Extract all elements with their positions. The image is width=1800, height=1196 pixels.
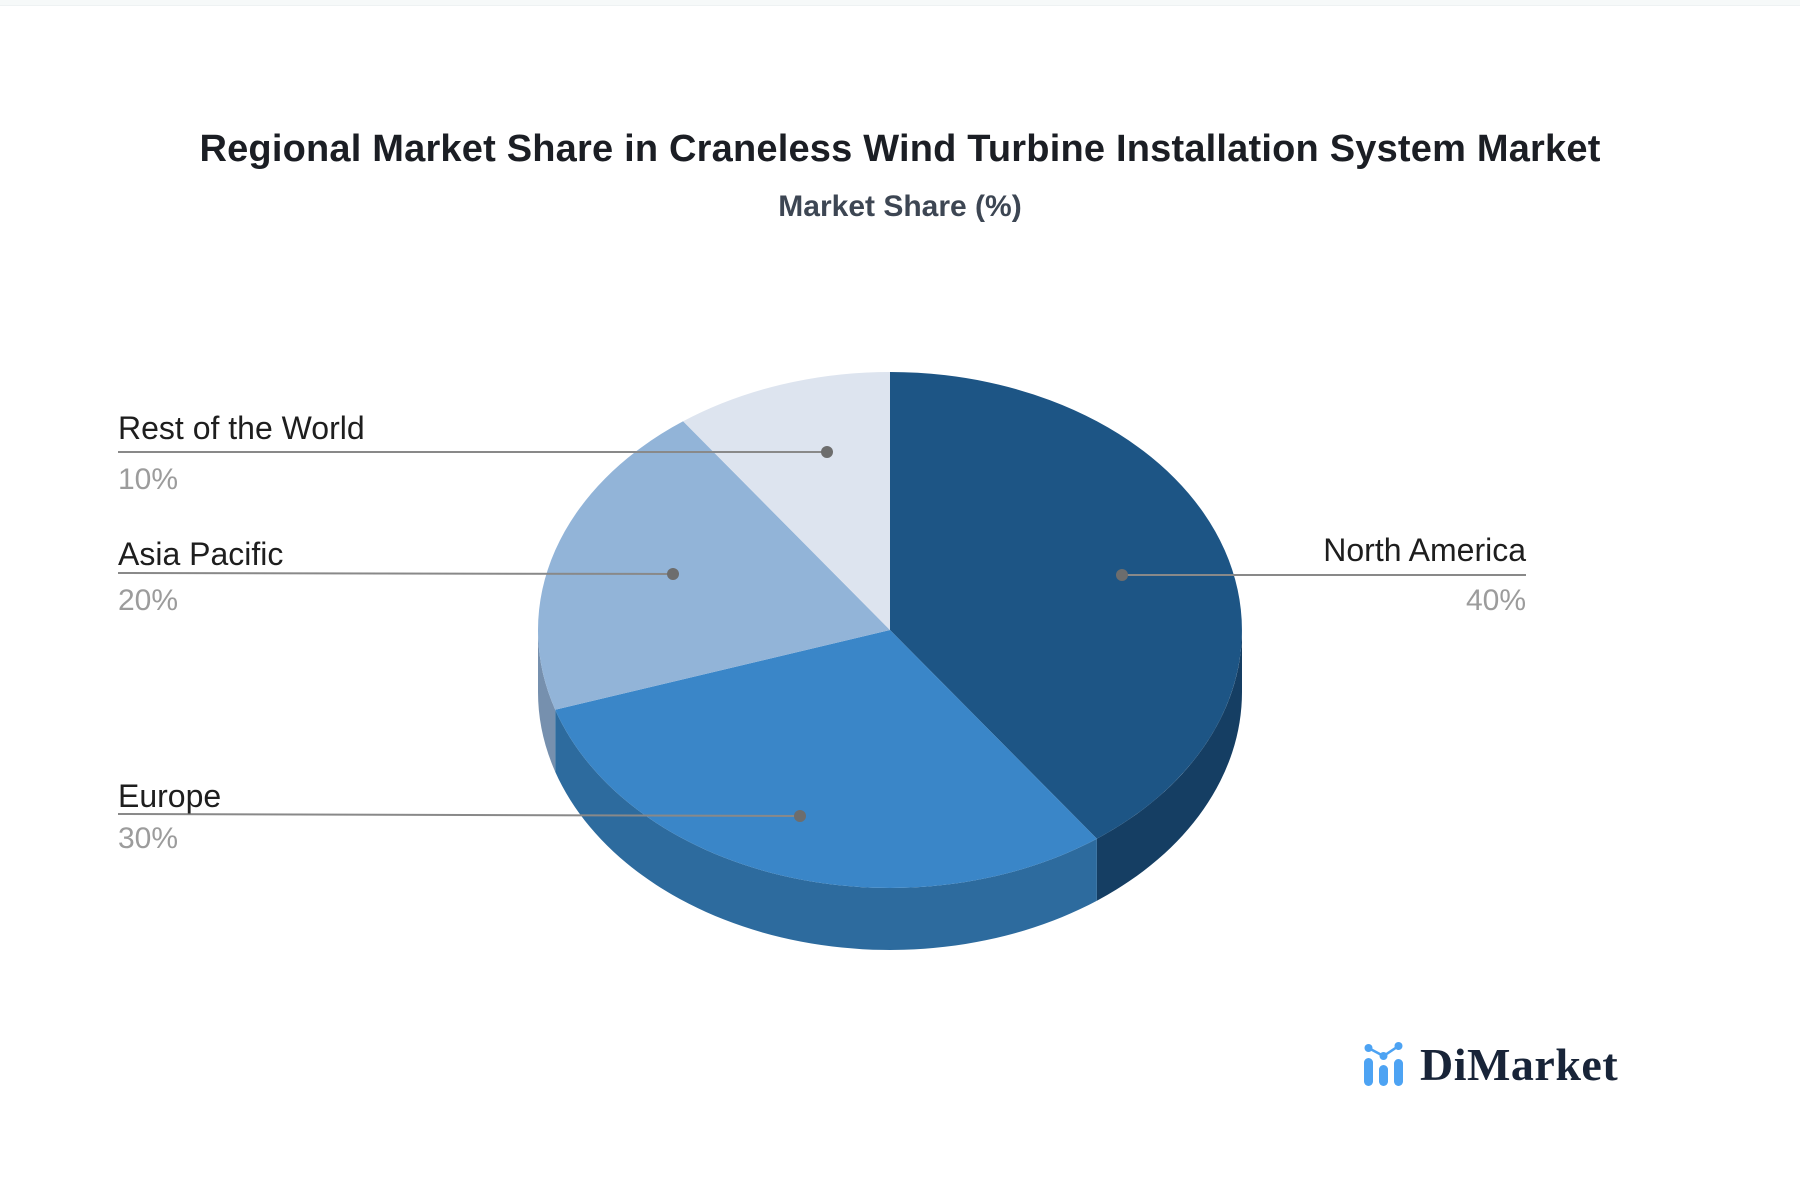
pie-slice-rest-of-the-world[interactable] (683, 372, 890, 630)
label-rest-of-the-world-name: Rest of the World (118, 410, 365, 446)
label-europe: Europe (118, 778, 221, 815)
label-rest-of-the-world: Rest of the World (118, 410, 365, 447)
pie-slice-side-europe (555, 709, 1097, 950)
value-europe: 30% (118, 822, 178, 857)
logo-bar-3 (1394, 1058, 1403, 1086)
chart-subtitle: Market Share (%) (778, 190, 1022, 223)
label-asia-pacific: Asia Pacific (118, 536, 283, 573)
value-rest-of-the-world-pct: 10% (118, 463, 179, 496)
label-north-america: North America (1323, 532, 1526, 569)
pie-slice-side-asia-pacific (537, 630, 556, 772)
leader-dot-europe (794, 810, 806, 822)
top-edge-strip (0, 0, 1800, 6)
logo-trend-line (1367, 1044, 1400, 1057)
bar-chart-logo-icon (1364, 1041, 1403, 1086)
value-north-america: 40% (1466, 584, 1526, 619)
leader-dot-north-america (1116, 569, 1128, 581)
value-rest-of-the-world: 10% (118, 463, 178, 498)
dimarket-logo-text: DiMarket (1420, 1039, 1619, 1090)
dimarket-logo: DiMarket (1362, 1038, 1618, 1091)
logo-bar-2 (1379, 1064, 1388, 1086)
label-europe-name: Europe (118, 778, 222, 814)
pie-slice-asia-pacific[interactable] (537, 421, 890, 710)
chart-title: Regional Market Share in Craneless Wind … (199, 128, 1601, 170)
value-europe-pct: 30% (118, 822, 179, 855)
pie-slice-north-america[interactable] (890, 372, 1242, 839)
leader-dot-rest-of-the-world (821, 446, 833, 458)
pie-slice-europe[interactable] (555, 630, 1097, 888)
leader-line-europe (117, 813, 801, 817)
leader-dot-asia-pacific (667, 568, 679, 580)
pie-slice-side-north-america (1096, 630, 1242, 901)
value-north-america-pct: 40% (1465, 584, 1526, 617)
label-north-america-name: North America (1323, 532, 1526, 568)
logo-bar-1 (1364, 1057, 1373, 1086)
value-asia-pacific: 20% (118, 584, 178, 619)
value-asia-pacific-pct: 20% (118, 584, 179, 617)
leader-line-asia-pacific (117, 572, 674, 575)
label-asia-pacific-name: Asia Pacific (118, 536, 284, 572)
